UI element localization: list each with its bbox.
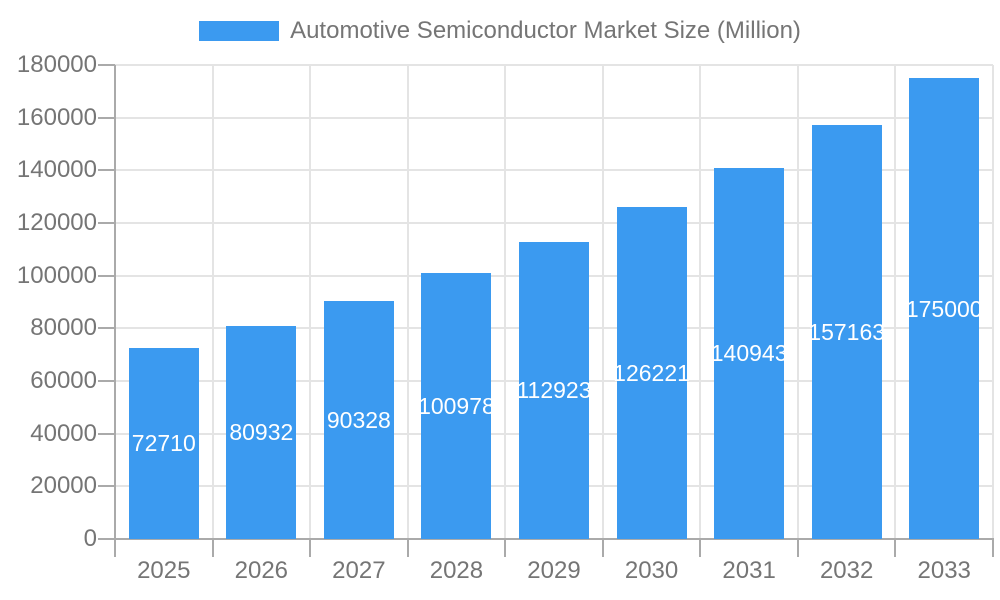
x-gridline	[601, 65, 604, 539]
y-axis-tick	[98, 222, 115, 224]
x-axis-label: 2025	[137, 557, 191, 584]
x-axis-tick	[796, 539, 799, 557]
y-gridline	[115, 64, 993, 66]
y-gridline	[115, 116, 993, 119]
x-axis-tick	[992, 539, 994, 557]
bar[interactable]	[714, 167, 785, 539]
y-axis-tick	[98, 116, 115, 119]
bar[interactable]	[323, 301, 394, 539]
bar[interactable]	[128, 347, 199, 539]
y-axis-tick	[98, 538, 115, 540]
y-axis-label: 140000	[16, 156, 97, 184]
y-gridline	[115, 222, 993, 224]
x-gridline	[894, 65, 897, 539]
y-axis-tick	[98, 485, 115, 488]
x-axis-tick	[699, 539, 702, 557]
y-axis-label: 0	[83, 525, 97, 552]
y-axis-tick	[98, 327, 115, 330]
y-axis-label: 60000	[30, 367, 97, 394]
y-axis-tick	[98, 169, 115, 172]
y-axis-label: 160000	[16, 103, 97, 131]
y-axis-label: 80000	[30, 314, 97, 342]
bar[interactable]	[519, 241, 589, 539]
x-axis-tick	[211, 539, 214, 557]
bar[interactable]	[421, 273, 492, 539]
x-axis-label: 2026	[234, 557, 289, 584]
x-gridline	[406, 65, 409, 539]
legend-swatch	[199, 21, 280, 41]
y-axis-tick	[98, 274, 115, 277]
x-axis-label: 2029	[527, 557, 581, 584]
x-axis-tick	[309, 539, 312, 557]
bar[interactable]	[616, 206, 687, 539]
bar[interactable]	[909, 78, 980, 539]
x-gridline	[309, 65, 312, 539]
x-axis-label: 2030	[624, 557, 679, 584]
y-axis-label: 180000	[16, 51, 97, 78]
x-axis-tick	[114, 539, 116, 557]
y-gridline	[115, 169, 993, 172]
x-axis-label: 2032	[819, 557, 874, 584]
y-axis-label: 120000	[16, 209, 97, 236]
y-axis-line	[114, 65, 116, 540]
y-axis-label: 100000	[16, 261, 97, 289]
chart-title: Automotive Semiconductor Market Size (Mi…	[290, 17, 801, 44]
y-axis-label: 40000	[30, 419, 97, 447]
x-gridline	[211, 65, 214, 539]
y-axis-tick	[98, 64, 115, 66]
chart-legend[interactable]: Automotive Semiconductor Market Size (Mi…	[0, 17, 1000, 45]
x-axis-line	[114, 538, 994, 540]
x-gridline	[992, 65, 994, 539]
y-axis-tick	[98, 380, 115, 382]
x-gridline	[796, 65, 799, 539]
x-gridline	[504, 65, 507, 539]
bar[interactable]	[811, 125, 882, 539]
y-axis-tick	[98, 432, 115, 435]
x-gridline	[699, 65, 702, 539]
x-axis-label: 2027	[332, 557, 386, 584]
x-axis-label: 2033	[917, 557, 971, 584]
x-axis-label: 2028	[429, 557, 484, 584]
x-axis-tick	[894, 539, 897, 557]
x-axis-tick	[406, 539, 409, 557]
x-axis-label: 2031	[722, 557, 776, 584]
y-axis-label: 20000	[30, 472, 97, 500]
x-axis-tick	[601, 539, 604, 557]
bar[interactable]	[226, 325, 297, 539]
x-axis-tick	[504, 539, 507, 557]
